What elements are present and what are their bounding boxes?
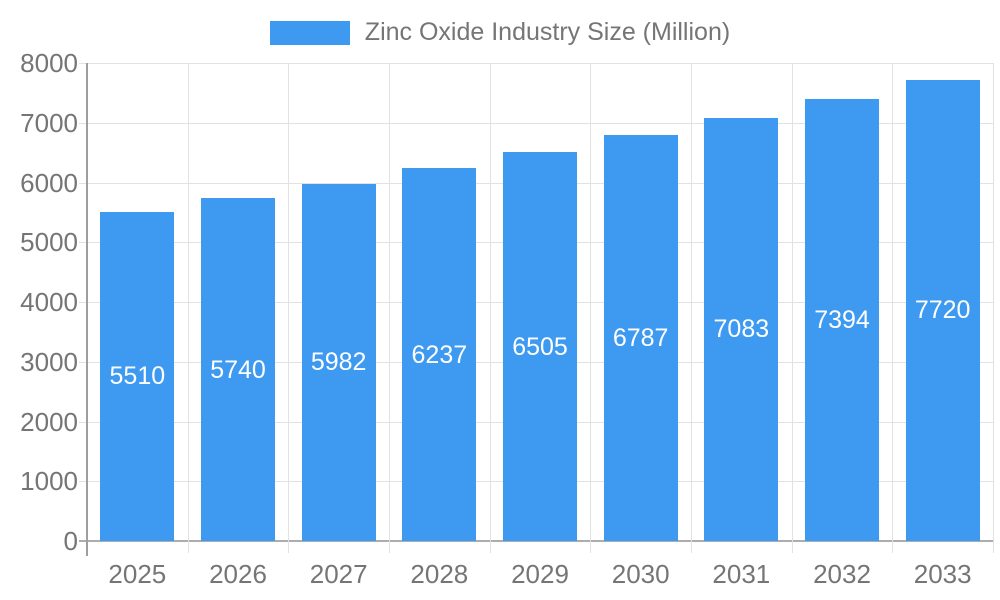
bar-value-label: 7083 [713, 315, 770, 344]
bar[interactable]: 7394 [805, 99, 879, 541]
x-tick-label: 2030 [611, 559, 670, 589]
y-tick-label: 2000 [20, 406, 78, 437]
legend-swatch-icon [269, 20, 350, 45]
plot-area: 5510 5740 5982 6237 6505 6787 7083 7394 7720 [79, 63, 994, 556]
y-tick-label: 1000 [20, 466, 78, 497]
x-tick-label: 2028 [410, 559, 469, 589]
x-gridline [691, 63, 692, 553]
bar[interactable]: 6787 [603, 135, 678, 541]
x-gridline [389, 63, 390, 553]
bar-value-label: 5982 [310, 348, 367, 377]
x-tick-label: 2029 [511, 559, 569, 589]
y-tick-label: 6000 [20, 167, 78, 198]
y-tick-label: 8000 [20, 48, 78, 78]
y-gridline [79, 122, 993, 124]
x-tick-label: 2033 [913, 559, 972, 589]
bar[interactable]: 7083 [704, 117, 779, 541]
x-gridline [892, 63, 894, 553]
bar-value-label: 7720 [914, 296, 971, 325]
bar[interactable]: 5740 [201, 198, 275, 541]
x-tick-label: 2026 [209, 559, 267, 589]
bar-value-label: 7394 [814, 306, 870, 335]
legend[interactable]: Zinc Oxide Industry Size (Million) [0, 18, 1000, 47]
x-gridline [288, 63, 290, 553]
x-gridline [993, 63, 994, 553]
x-tick-label: 2025 [108, 559, 167, 589]
y-tick-label: 0 [63, 526, 78, 556]
bar-value-label: 6237 [411, 340, 468, 369]
y-axis-line [86, 63, 88, 556]
y-tick-label: 3000 [20, 346, 78, 377]
y-tick-label: 4000 [20, 287, 78, 317]
bar[interactable]: 7720 [905, 79, 980, 541]
bar[interactable]: 5982 [301, 183, 376, 541]
x-gridline [489, 63, 491, 553]
x-tick-label: 2027 [309, 559, 368, 589]
y-tick-label: 5000 [20, 227, 78, 258]
x-gridline [590, 63, 592, 553]
y-tick-label: 7000 [20, 107, 78, 138]
bar[interactable]: 5510 [100, 211, 175, 541]
bar-value-label: 5740 [210, 355, 266, 384]
x-tick-label: 2032 [813, 559, 871, 589]
x-gridline [187, 63, 189, 553]
x-axis-baseline [79, 540, 993, 542]
x-gridline [791, 63, 793, 553]
x-tick-label: 2031 [712, 559, 771, 589]
bar[interactable]: 6505 [503, 152, 577, 541]
bar-value-label: 6787 [612, 324, 669, 353]
bar-value-label: 5510 [109, 362, 166, 391]
bar[interactable]: 6237 [402, 168, 477, 541]
y-gridline [79, 63, 993, 64]
legend-label: Zinc Oxide Industry Size (Million) [364, 18, 731, 46]
bar-value-label: 6505 [512, 332, 568, 361]
